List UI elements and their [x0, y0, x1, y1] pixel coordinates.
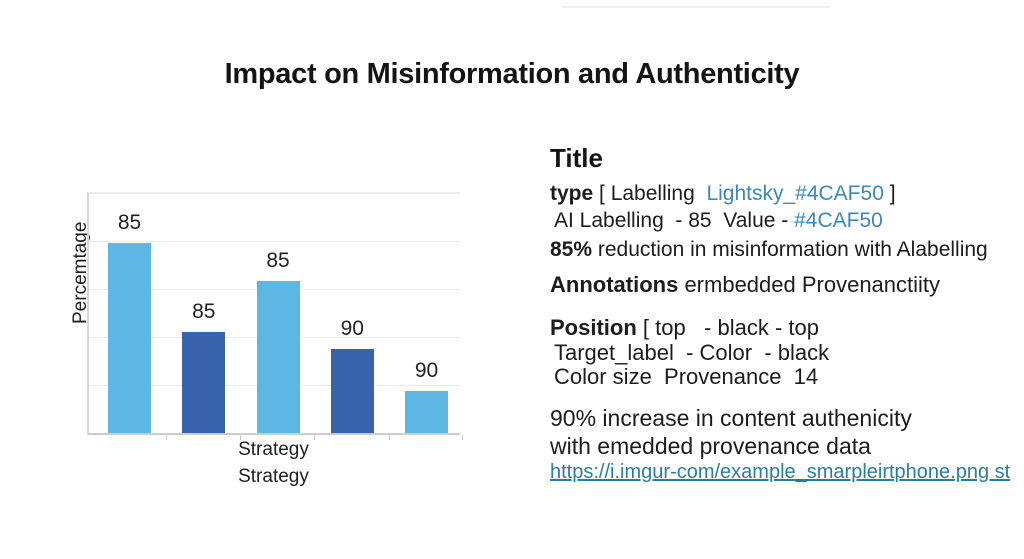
bar-value-label-5: 90 — [414, 358, 439, 382]
bar-value-label-3: 85 — [266, 248, 290, 272]
value-color-token: #4CAF50 — [794, 209, 883, 232]
bar-2 — [182, 332, 226, 433]
x-axis-tick — [462, 435, 463, 440]
gridline — [89, 241, 460, 242]
position-line: Position [ top - black - top — [550, 315, 819, 341]
stat-misinformation: 85% reduction in misinformation with Ala… — [550, 238, 988, 262]
bar-4 — [330, 349, 374, 433]
bar-value-label-1: 85 — [117, 211, 142, 235]
page-title: Impact on Misinformation and Authenticit… — [224, 58, 800, 90]
image-link-text[interactable]: https://i.imgur-com/example_smarpleirtph… — [550, 461, 1011, 483]
x-axis-tick — [240, 435, 241, 440]
stat-authenticity-line2: with emedded provenance data — [550, 433, 871, 459]
type-keyword: type — [550, 182, 594, 205]
annotations-text: ermbedded Provenanctiity — [678, 272, 941, 297]
bar-3 — [256, 280, 300, 433]
bar-plot: 85 85 85 90 90 — [87, 192, 463, 440]
type-line: type [ Labelling Lightsky_#4CAF50 ] — [550, 182, 896, 206]
annotations-keyword: Annotations — [550, 272, 679, 297]
value-line: AI Labelling - 85 Value - #4CAF50 — [550, 209, 883, 233]
stat-authenticity: 90% increase in content authenicity with… — [550, 404, 912, 460]
type-color-token: Lightsky_#4CAF50 — [706, 182, 884, 205]
top-artifact-line — [562, 6, 830, 8]
annotations-line: Annotations ermbedded Provenanctiity — [550, 272, 940, 298]
position-keyword: Position — [550, 315, 637, 340]
bar-5 — [405, 390, 448, 433]
x-axis-label-duplicate: Strategy — [238, 466, 309, 487]
type-text: [ Labelling — [593, 182, 707, 205]
gridline — [89, 193, 460, 194]
details-panel: Title type [ Labelling Lightsky_#4CAF50 … — [550, 0, 1024, 559]
x-axis-tick — [166, 435, 167, 440]
bar-value-label-2: 85 — [192, 300, 216, 324]
x-axis-label: Strategy — [238, 439, 309, 460]
value-text: AI Labelling - 85 Value - — [554, 209, 795, 232]
stat-misinformation-percent: 85% — [550, 238, 593, 261]
type-bracket-close: ] — [883, 182, 896, 205]
bar-1 — [108, 243, 151, 433]
x-axis-tick — [314, 435, 315, 440]
bar-value-label-4: 90 — [340, 317, 364, 340]
position-text: [ top - black - top — [636, 315, 819, 340]
panel-heading: Title — [550, 143, 603, 173]
x-axis-tick — [389, 435, 390, 440]
image-link[interactable]: https://i.imgur-com/example_smarpleirtph… — [550, 461, 1024, 484]
target-label-line: Target_label - Color - black — [554, 340, 830, 365]
stat-misinformation-text: reduction in misinformation with Alabell… — [592, 238, 988, 261]
color-size-line: Color size Provenance 14 — [554, 364, 819, 389]
stat-authenticity-line1: 90% increase in content authenicity — [550, 405, 912, 431]
